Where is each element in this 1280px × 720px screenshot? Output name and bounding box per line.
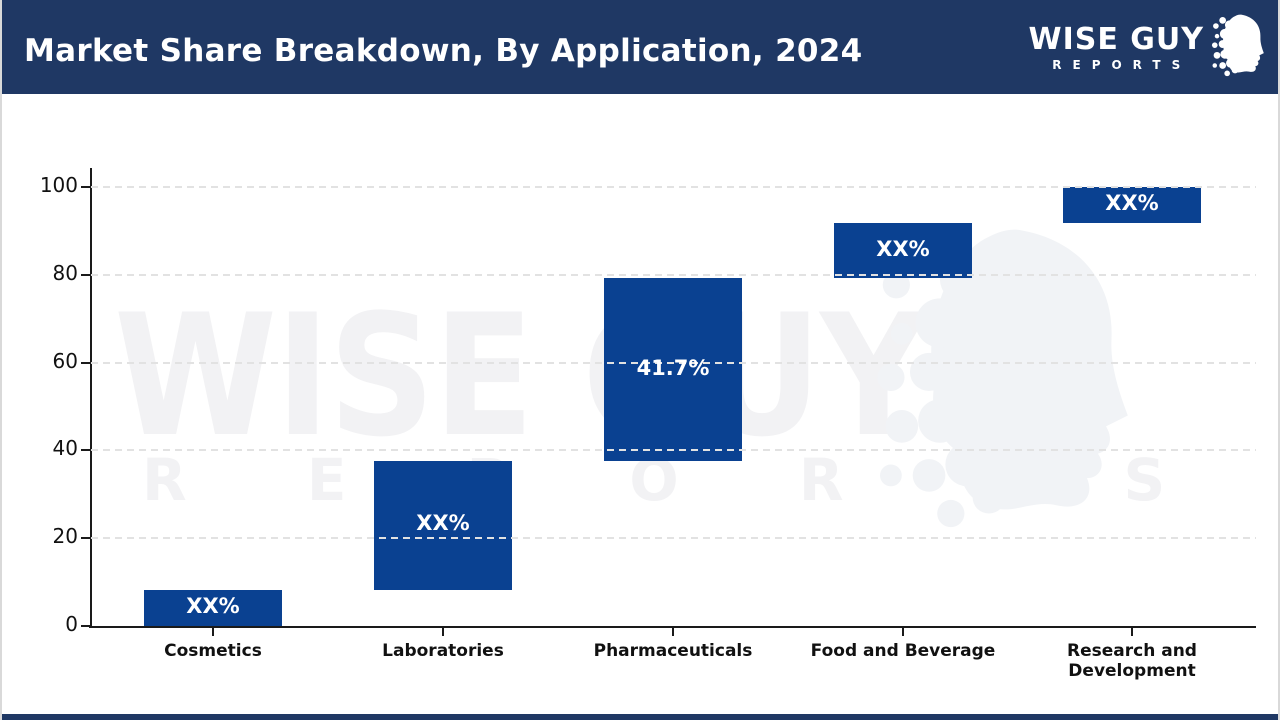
x-tick-food-and-beverage [902, 628, 904, 636]
x-tick-cosmetics [212, 628, 214, 636]
logo-face-icon [1211, 14, 1264, 77]
gridline-80 [91, 273, 1256, 276]
y-tick-40 [81, 449, 90, 452]
gridline-20 [91, 537, 1256, 540]
y-tick-80 [81, 273, 90, 276]
bar-label-research-and-development: XX% [1105, 191, 1159, 216]
x-tick-pharmaceuticals [672, 628, 674, 636]
logo-text: WISE GUY REPORTS [1028, 22, 1204, 73]
y-tick-label-20: 20 [52, 524, 78, 549]
y-tick-0 [81, 625, 90, 627]
bar-laboratories [374, 461, 512, 590]
y-tick-60 [81, 361, 90, 364]
watermark-wordmark: WISE GUY [114, 278, 927, 474]
bar-label-cosmetics: XX% [186, 593, 240, 618]
bar-pharmaceuticals [604, 278, 742, 462]
y-tick-label-60: 60 [52, 348, 78, 373]
y-tick-label-40: 40 [52, 436, 78, 461]
x-tick-laboratories [442, 628, 444, 636]
x-label-cosmetics: Cosmetics [164, 641, 262, 661]
y-tick-label-100: 100 [39, 173, 78, 197]
logo-wordmark: WISE GUY [1028, 22, 1204, 57]
bar-cosmetics [144, 589, 282, 626]
y-axis-line [90, 168, 92, 628]
bar-label-pharmaceuticals: 41.7% [636, 355, 710, 380]
x-tick-research-and-development [1131, 628, 1133, 636]
x-label-food-and-beverage: Food and Beverage [810, 641, 996, 661]
y-tick-100 [81, 186, 90, 188]
gridline-40 [91, 449, 1256, 452]
bar-label-laboratories: XX% [416, 511, 470, 536]
y-tick-label-0: 0 [65, 612, 78, 636]
logo-subtext: REPORTS [1052, 58, 1192, 72]
y-tick-20 [81, 537, 90, 540]
y-tick-label-80: 80 [52, 260, 78, 285]
x-label-research-and-development: Research and Development [1067, 641, 1197, 681]
bar-food-and-beverage [834, 223, 972, 279]
header: Market Share Breakdown, By Application, … [2, 0, 1278, 94]
x-label-pharmaceuticals: Pharmaceuticals [593, 641, 753, 661]
chart-title: Market Share Breakdown, By Application, … [24, 33, 863, 69]
bar-label-food-and-beverage: XX% [876, 236, 930, 261]
footer-bar [2, 714, 1278, 720]
gridline-100 [91, 186, 1256, 188]
bar-research-and-development [1063, 187, 1201, 224]
wiseguy-logo: WISE GUY REPORTS [1028, 6, 1270, 90]
x-label-laboratories: Laboratories [382, 641, 504, 661]
gridline-60 [91, 361, 1256, 364]
x-axis-line [89, 626, 1256, 628]
